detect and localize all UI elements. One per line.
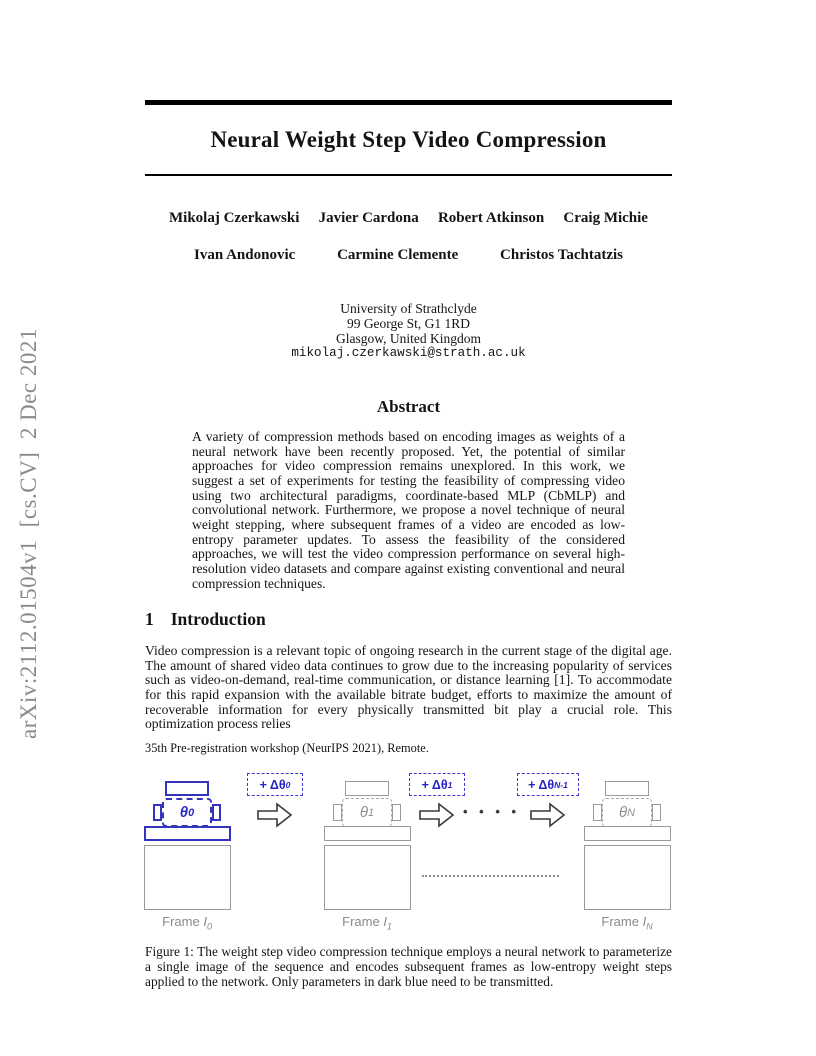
network-base-bar bbox=[584, 826, 671, 841]
theta-symbol: θ bbox=[359, 804, 369, 821]
section-title: Introduction bbox=[170, 609, 266, 629]
paper-title: Neural Weight Step Video Compression bbox=[210, 127, 607, 152]
frame-word: Frame bbox=[162, 914, 204, 929]
authors-row-2: Ivan Andonovic Carmine Clemente Christos… bbox=[145, 247, 672, 264]
frame-subscript: 0 bbox=[206, 921, 212, 932]
delta-theta-0-box: + Δθ 0 bbox=[247, 773, 303, 796]
arxiv-watermark: arXiv:2112.01504v1 [cs.CV] 2 Dec 2021 bbox=[16, 328, 41, 739]
network-head-rect bbox=[345, 781, 389, 796]
frame-label-1: Frame I1 bbox=[307, 914, 427, 932]
introduction-text: Video compression is a relevant topic of… bbox=[145, 643, 672, 732]
right-arrow-icon bbox=[419, 802, 455, 828]
figure-1-caption: Figure 1: The weight step video compress… bbox=[145, 944, 672, 990]
author-name: Robert Atkinson bbox=[437, 210, 545, 226]
theta-symbol: θ bbox=[619, 804, 628, 821]
author-name: Carmine Clemente bbox=[337, 247, 459, 263]
chip-tab-right bbox=[652, 804, 661, 821]
author-name: Javier Cardona bbox=[318, 210, 419, 226]
frame-variable: I bbox=[642, 914, 647, 929]
network-head-rect bbox=[165, 781, 209, 796]
affiliation-line: 99 George St, G1 1RD bbox=[346, 315, 471, 331]
right-arrow-icon bbox=[257, 802, 293, 828]
abstract-heading: Abstract bbox=[376, 397, 441, 416]
title-rule bbox=[145, 174, 672, 176]
network-base-bar bbox=[144, 826, 231, 841]
chip-tab-left bbox=[153, 804, 162, 821]
top-rule bbox=[145, 100, 672, 105]
theta-symbol: θ bbox=[179, 804, 189, 821]
delta-label: + Δθ bbox=[528, 777, 555, 792]
theta-subscript: 1 bbox=[368, 806, 375, 819]
frame-word: Frame bbox=[601, 914, 643, 929]
abstract-text: A variety of compression methods based o… bbox=[192, 429, 625, 591]
network-base-bar bbox=[324, 826, 411, 841]
chip-tab-left bbox=[333, 804, 342, 821]
frame-subscript: 1 bbox=[386, 921, 392, 932]
affiliation-block: University of Strathclyde 99 George St, … bbox=[145, 301, 672, 361]
delta-subscript: 0 bbox=[285, 779, 291, 790]
theta-subscript: N bbox=[627, 806, 635, 819]
venue-footnote: 35th Pre-registration workshop (NeurIPS … bbox=[145, 741, 429, 755]
affiliation-line: Glasgow, United Kingdom bbox=[336, 330, 481, 346]
affiliation-line: University of Strathclyde bbox=[340, 301, 477, 316]
authors-row-1: Mikolaj Czerkawski Javier Cardona Robert… bbox=[145, 210, 672, 227]
author-name: Mikolaj Czerkawski bbox=[169, 210, 300, 226]
frame-image-n bbox=[584, 845, 671, 910]
frame-image-1 bbox=[324, 845, 411, 910]
network-head-rect bbox=[605, 781, 649, 796]
chip-tab-right bbox=[392, 804, 401, 821]
author-name: Christos Tachtatzis bbox=[500, 247, 623, 263]
frame-variable: I bbox=[383, 914, 387, 929]
contact-email: mikolaj.czerkawski@strath.ac.uk bbox=[291, 346, 526, 361]
delta-theta-n-1-box: + Δθ N-1 bbox=[517, 773, 579, 796]
section-number: 1 bbox=[145, 609, 154, 629]
delta-label: + Δθ bbox=[421, 777, 448, 792]
frame-image-0 bbox=[144, 845, 231, 910]
frame-subscript: N bbox=[646, 921, 653, 932]
theta-subscript: 0 bbox=[188, 806, 195, 819]
chip-tab-left bbox=[593, 804, 602, 821]
delta-theta-1-box: + Δθ 1 bbox=[409, 773, 465, 796]
author-name: Craig Michie bbox=[563, 210, 648, 226]
frame-word: Frame bbox=[342, 914, 384, 929]
author-name: Ivan Andonovic bbox=[194, 247, 296, 263]
frame-variable: I bbox=[203, 914, 207, 929]
delta-subscript: 1 bbox=[447, 779, 453, 790]
section-1-heading: 1 Introduction bbox=[145, 609, 266, 630]
frames-ellipsis-line bbox=[422, 875, 559, 877]
frame-label-0: Frame I0 bbox=[127, 914, 247, 932]
right-arrow-icon bbox=[530, 802, 566, 828]
frame-label-n: Frame IN bbox=[567, 914, 687, 932]
chip-tab-right bbox=[212, 804, 221, 821]
sequence-ellipsis: • • • • bbox=[463, 804, 521, 819]
delta-subscript: N-1 bbox=[554, 779, 568, 790]
delta-label: + Δθ bbox=[259, 777, 286, 792]
